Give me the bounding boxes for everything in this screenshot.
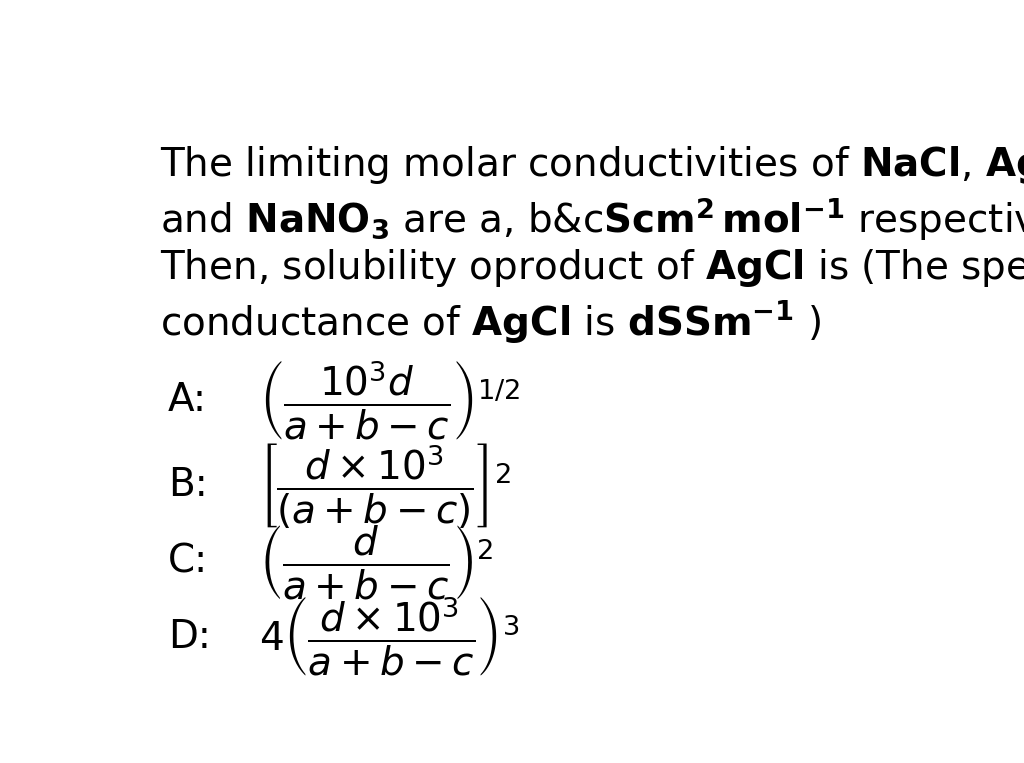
Text: C:: C: [168, 542, 208, 581]
Text: $\left(\dfrac{d}{a+b-c}\right)^{2}$: $\left(\dfrac{d}{a+b-c}\right)^{2}$ [259, 523, 494, 600]
Text: Then, solubility oproduct of $\mathbf{AgCl}$ is (The specific: Then, solubility oproduct of $\mathbf{Ag… [160, 246, 1024, 288]
Text: $\left(\dfrac{10^3 d}{a+b-c}\right)^{1/2}$: $\left(\dfrac{10^3 d}{a+b-c}\right)^{1/2… [259, 359, 519, 442]
Text: The limiting molar conductivities of $\mathbf{NaCl}$, $\mathbf{AgNO_3}$: The limiting molar conductivities of $\m… [160, 144, 1024, 186]
Text: and $\mathbf{NaNO_3}$ are a, b&c$\mathbf{Scm^2\,mol^{-1}}$ respectively.: and $\mathbf{NaNO_3}$ are a, b&c$\mathbf… [160, 195, 1024, 243]
Text: A:: A: [168, 381, 207, 419]
Text: $\left[\dfrac{d\times10^3}{(a+b-c)}\right]^{2}$: $\left[\dfrac{d\times10^3}{(a+b-c)}\righ… [259, 441, 511, 530]
Text: $4\left(\dfrac{d\times10^3}{a+b-c}\right)^{3}$: $4\left(\dfrac{d\times10^3}{a+b-c}\right… [259, 595, 519, 678]
Text: conductance of $\mathbf{AgCl}$ is $\mathbf{dSSm^{-1}}$ ): conductance of $\mathbf{AgCl}$ is $\math… [160, 298, 820, 345]
Text: D:: D: [168, 618, 211, 655]
Text: B:: B: [168, 466, 208, 504]
